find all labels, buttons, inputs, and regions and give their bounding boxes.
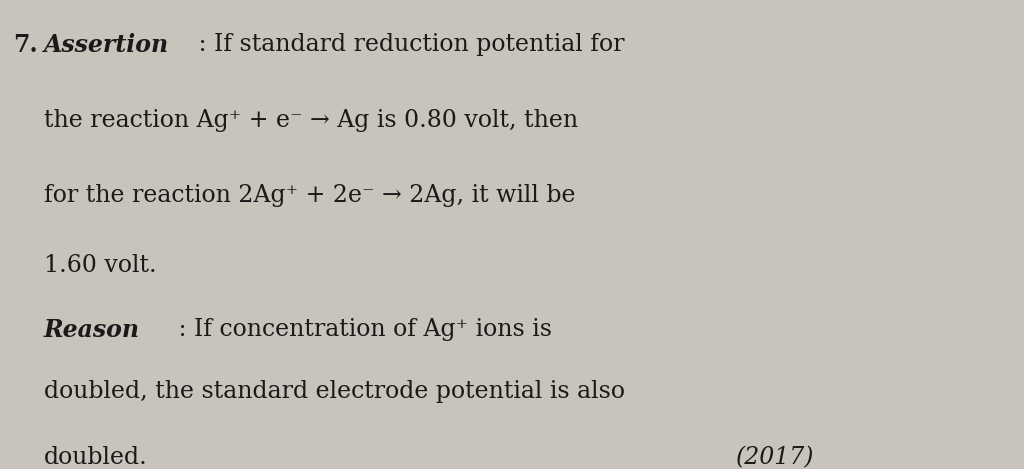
Text: doubled, the standard electrode potential is also: doubled, the standard electrode potentia… [43, 380, 625, 403]
Text: Assertion: Assertion [43, 33, 169, 57]
Text: the reaction Ag⁺ + e⁻ → Ag is 0.80 volt, then: the reaction Ag⁺ + e⁻ → Ag is 0.80 volt,… [43, 109, 578, 132]
Text: Reason: Reason [43, 318, 139, 342]
Text: : If concentration of Ag⁺ ions is: : If concentration of Ag⁺ ions is [171, 318, 552, 341]
Text: : If standard reduction potential for: : If standard reduction potential for [191, 33, 625, 56]
Text: for the reaction 2Ag⁺ + 2e⁻ → 2Ag, it will be: for the reaction 2Ag⁺ + 2e⁻ → 2Ag, it wi… [43, 184, 575, 207]
Text: doubled.: doubled. [43, 446, 147, 469]
Text: (2017): (2017) [736, 446, 814, 469]
Text: 7.: 7. [13, 33, 38, 57]
Text: 1.60 volt.: 1.60 volt. [43, 254, 156, 277]
